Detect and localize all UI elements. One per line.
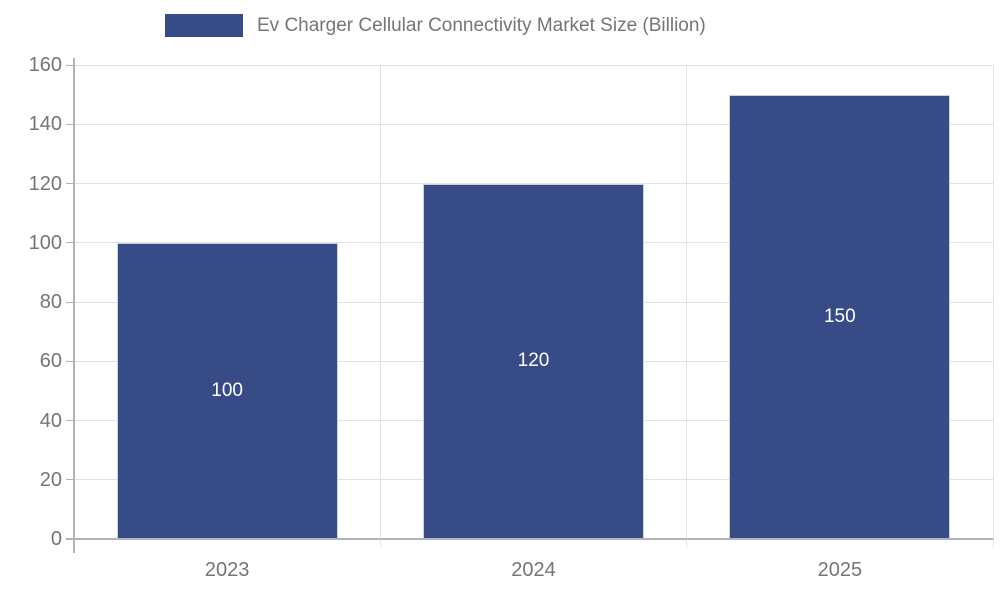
y-tick-label: 20 bbox=[39, 468, 62, 491]
y-axis-tick bbox=[66, 420, 74, 421]
y-tick-label: 80 bbox=[39, 291, 62, 313]
x-axis-tick bbox=[686, 539, 688, 547]
bar-value-label: 120 bbox=[517, 350, 550, 372]
x-axis-tick bbox=[379, 539, 381, 547]
bar-value-label: 100 bbox=[211, 379, 243, 401]
y-axis-tick bbox=[66, 242, 74, 244]
y-tick-label: 60 bbox=[39, 350, 62, 373]
y-axis-line bbox=[73, 58, 75, 553]
y-tick-label: 160 bbox=[28, 54, 62, 76]
y-tick-label: 100 bbox=[28, 231, 62, 254]
bar[interactable] bbox=[729, 94, 951, 539]
gridline-horizontal bbox=[74, 123, 993, 125]
y-tick-label: 140 bbox=[28, 113, 62, 136]
y-axis-tick bbox=[66, 183, 74, 184]
y-tick-label: 0 bbox=[50, 528, 62, 550]
bar-value-label: 150 bbox=[823, 305, 856, 327]
y-axis-tick bbox=[66, 360, 74, 362]
x-tick-label: 2025 bbox=[817, 559, 863, 581]
gridline-horizontal bbox=[74, 64, 993, 66]
y-axis-tick bbox=[66, 538, 74, 540]
bar[interactable] bbox=[116, 242, 338, 539]
x-tick-label: 2023 bbox=[204, 559, 250, 581]
legend-item[interactable]: Ev Charger Cellular Connectivity Market … bbox=[165, 14, 706, 37]
y-tick-label: 120 bbox=[28, 172, 62, 195]
y-axis-tick bbox=[66, 301, 74, 303]
legend-swatch-icon bbox=[165, 14, 243, 37]
y-axis-tick bbox=[66, 64, 74, 66]
x-axis-line bbox=[66, 538, 993, 540]
gridline-vertical bbox=[992, 65, 994, 539]
x-axis-tick bbox=[992, 539, 994, 547]
y-axis-tick bbox=[66, 123, 74, 125]
gridline-vertical bbox=[379, 65, 381, 539]
x-tick-label: 2024 bbox=[511, 559, 556, 581]
bar[interactable] bbox=[423, 183, 644, 539]
y-axis-tick bbox=[66, 479, 74, 481]
y-tick-label: 40 bbox=[39, 409, 62, 432]
legend-label: Ev Charger Cellular Connectivity Market … bbox=[257, 14, 706, 36]
gridline-vertical bbox=[686, 65, 688, 539]
